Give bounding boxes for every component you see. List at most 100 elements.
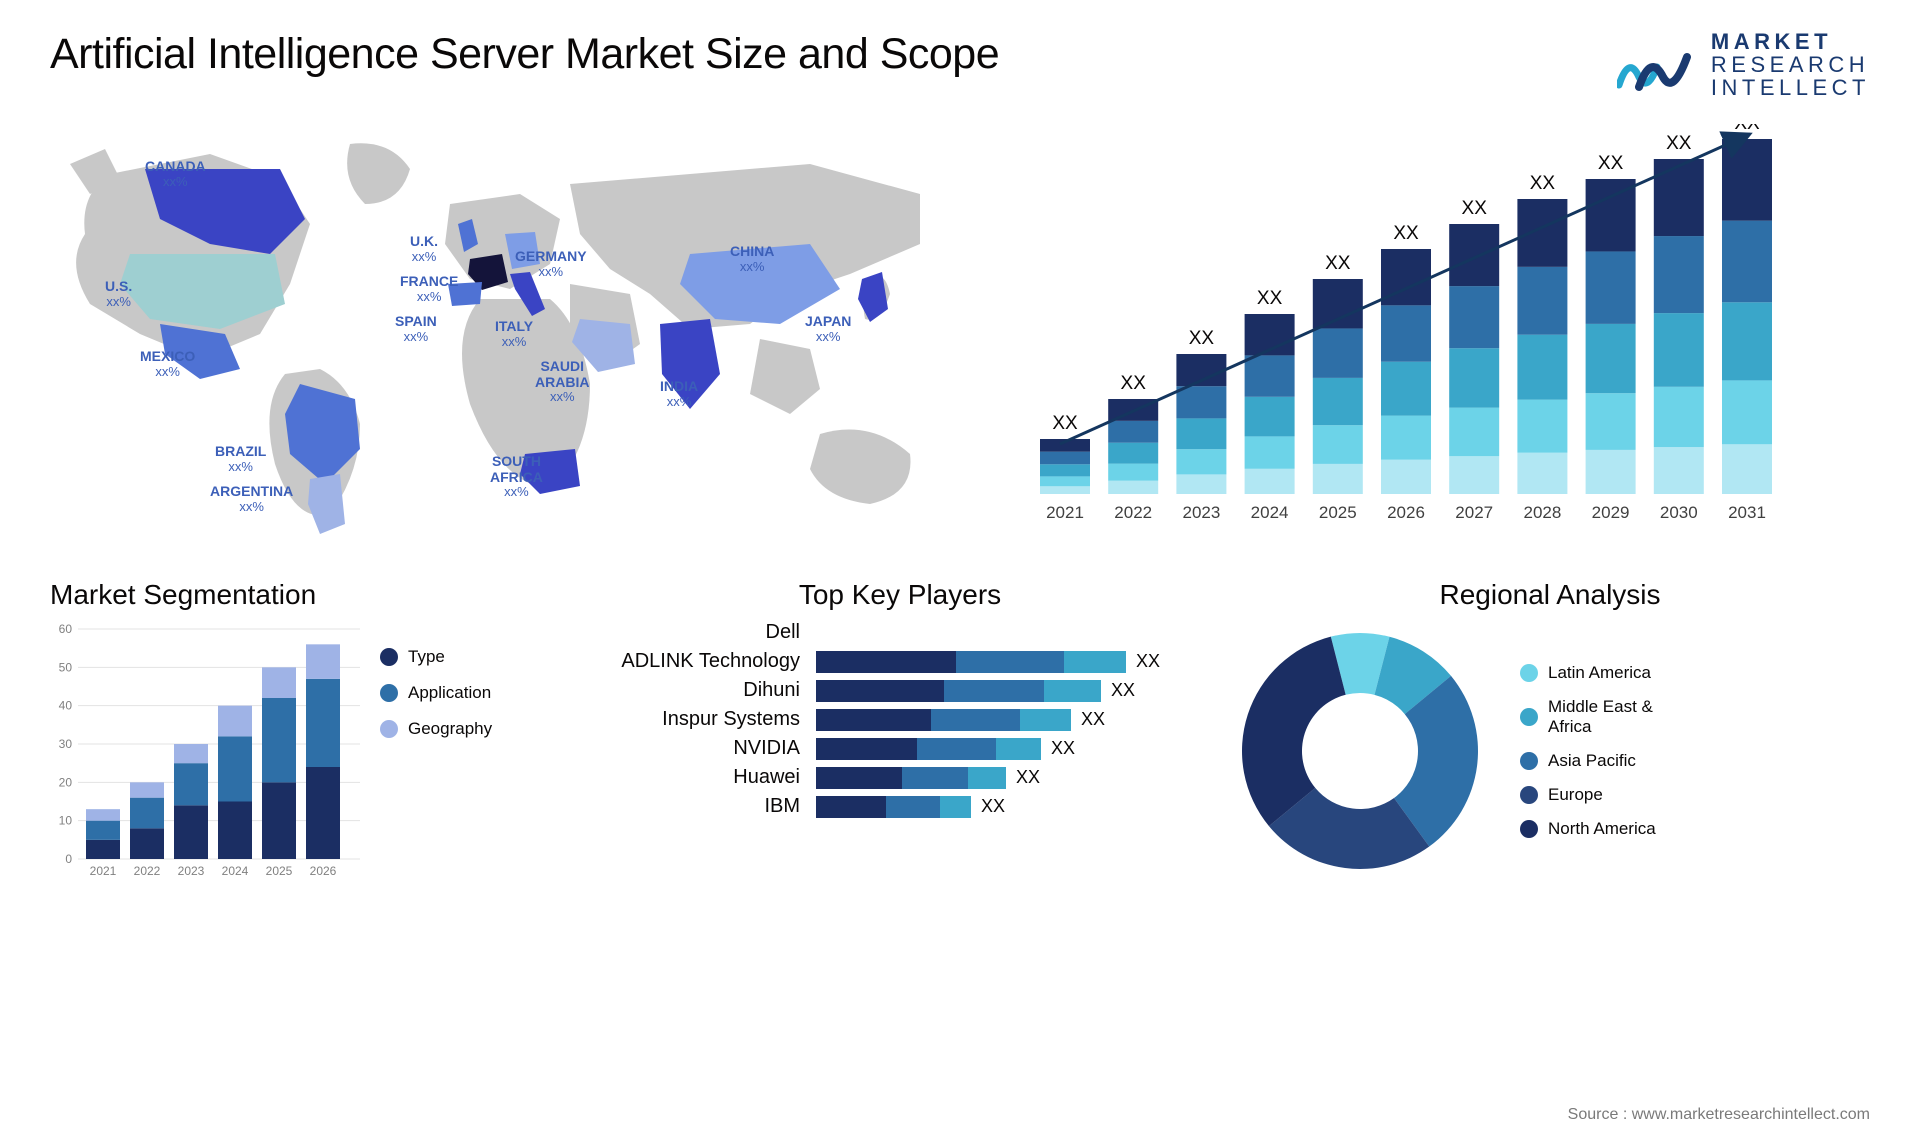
player-bar: [816, 651, 1126, 673]
seg-ytick: 10: [59, 814, 73, 828]
legend-dot-icon: [380, 720, 398, 738]
legend-dot-icon: [1520, 708, 1538, 726]
source-line: Source : www.marketresearchintellect.com: [1568, 1106, 1870, 1124]
player-name: Huawei: [600, 766, 800, 789]
seg-bar-seg: [306, 679, 340, 767]
country-shape: [660, 319, 720, 409]
legend-item: North America: [1520, 819, 1656, 839]
growth-bar-seg: [1108, 421, 1158, 443]
growth-bar-seg: [1586, 450, 1636, 494]
header: Artificial Intelligence Server Market Si…: [50, 30, 1870, 99]
growth-bar-seg: [1176, 386, 1226, 418]
logo-text-1: MARKET: [1711, 30, 1870, 53]
growth-bar-value: XX: [1666, 133, 1692, 154]
player-name: Dell: [600, 621, 800, 644]
logo-text-3: INTELLECT: [1711, 76, 1870, 99]
brand-logo: MARKET RESEARCH INTELLECT: [1617, 30, 1870, 99]
growth-bar-seg: [1449, 224, 1499, 286]
legend-dot-icon: [1520, 752, 1538, 770]
growth-bar-seg: [1449, 456, 1499, 494]
player-name: Dihuni: [600, 679, 800, 702]
growth-bar-seg: [1654, 236, 1704, 313]
player-bar-seg: [816, 680, 944, 702]
player-bar-seg: [816, 738, 917, 760]
player-value: XX: [1051, 738, 1075, 759]
growth-bar-seg: [1040, 465, 1090, 477]
player-value: XX: [1111, 680, 1135, 701]
player-bar-seg: [956, 651, 1065, 673]
growth-bar-seg: [1040, 452, 1090, 465]
seg-ytick: 50: [59, 661, 73, 675]
player-name: IBM: [600, 795, 800, 818]
seg-bar-seg: [174, 744, 208, 763]
growth-year-label: 2028: [1523, 503, 1561, 522]
seg-year-label: 2024: [222, 864, 249, 878]
legend-item: Application: [380, 683, 492, 703]
segmentation-legend: Type Application Geography: [380, 647, 492, 881]
player-bar: [816, 709, 1071, 731]
player-bar-wrap: XX: [816, 767, 1200, 789]
legend-label: Application: [408, 683, 491, 703]
seg-bar-seg: [86, 821, 120, 840]
country-shape: [520, 449, 580, 494]
growth-bar-value: XX: [1734, 124, 1760, 134]
seg-bar-seg: [86, 809, 120, 821]
legend-label: Geography: [408, 719, 492, 739]
legend-item: Type: [380, 647, 492, 667]
player-bar: [816, 680, 1101, 702]
legend-label: Type: [408, 647, 445, 667]
player-value: XX: [981, 796, 1005, 817]
growth-bar-seg: [1517, 400, 1567, 453]
player-row: Inspur SystemsXX: [600, 708, 1200, 731]
seg-bar-seg: [130, 783, 164, 798]
world-map-panel: CANADAxx%U.S.xx%MEXICOxx%BRAZILxx%ARGENT…: [50, 124, 970, 544]
growth-chart-panel: XX2021XX2022XX2023XX2024XX2025XX2026XX20…: [1010, 124, 1870, 544]
legend-label: Asia Pacific: [1548, 751, 1636, 771]
seg-bar-seg: [86, 840, 120, 859]
player-bar-wrap: XX: [816, 796, 1200, 818]
donut-slice: [1242, 637, 1346, 826]
growth-bar-seg: [1245, 356, 1295, 397]
legend-label: North America: [1548, 819, 1656, 839]
regional-panel: Regional Analysis Latin AmericaMiddle Ea…: [1230, 579, 1870, 881]
players-list: DellADLINK TechnologyXXDihuniXXInspur Sy…: [600, 621, 1200, 818]
player-bar-seg: [816, 796, 886, 818]
regional-donut: [1230, 621, 1490, 881]
player-bar-seg: [816, 651, 956, 673]
growth-bar-value: XX: [1462, 198, 1488, 219]
player-bar-seg: [996, 738, 1041, 760]
growth-year-label: 2026: [1387, 503, 1425, 522]
growth-bar-seg: [1722, 139, 1772, 221]
growth-year-label: 2022: [1114, 503, 1152, 522]
growth-bar-value: XX: [1052, 413, 1078, 434]
country-shape: [308, 474, 345, 534]
player-row: Huawei XX: [600, 766, 1200, 789]
segmentation-chart: 0102030405060202120222023202420252026: [50, 621, 360, 881]
player-bar-seg: [816, 767, 902, 789]
growth-bar-value: XX: [1393, 223, 1419, 244]
growth-bar-value: XX: [1530, 173, 1556, 194]
growth-bar-value: XX: [1121, 373, 1147, 394]
country-shape: [448, 282, 482, 306]
world-map: [50, 124, 970, 544]
player-row: Dell: [600, 621, 1200, 644]
player-bar-seg: [1044, 680, 1101, 702]
growth-bar-seg: [1313, 279, 1363, 328]
player-bar-seg: [940, 796, 971, 818]
seg-bar-seg: [262, 698, 296, 782]
growth-bar-seg: [1381, 306, 1431, 362]
growth-bar-seg: [1586, 324, 1636, 393]
growth-bar-seg: [1313, 378, 1363, 425]
growth-bar-seg: [1722, 303, 1772, 381]
player-bar: [816, 767, 1006, 789]
players-panel: Top Key Players DellADLINK TechnologyXXD…: [600, 579, 1200, 881]
player-bar-seg: [886, 796, 940, 818]
seg-year-label: 2022: [134, 864, 161, 878]
growth-bar-seg: [1313, 464, 1363, 494]
seg-year-label: 2026: [310, 864, 337, 878]
legend-dot-icon: [1520, 786, 1538, 804]
growth-bar-seg: [1108, 464, 1158, 481]
legend-item: Asia Pacific: [1520, 751, 1656, 771]
page-title: Artificial Intelligence Server Market Si…: [50, 30, 999, 79]
growth-bar-seg: [1654, 387, 1704, 447]
